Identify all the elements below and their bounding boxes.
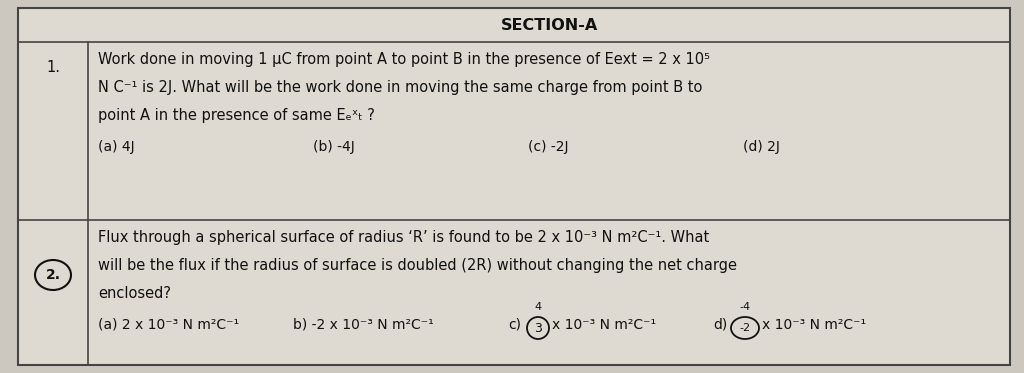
- Text: c): c): [508, 318, 521, 332]
- Text: SECTION-A: SECTION-A: [501, 18, 598, 32]
- Text: (c) -2J: (c) -2J: [528, 140, 568, 154]
- Text: -2: -2: [739, 323, 751, 333]
- Text: Flux through a spherical surface of radius ‘R’ is found to be 2 x 10⁻³ N m²C⁻¹. : Flux through a spherical surface of radi…: [98, 230, 710, 245]
- Text: x 10⁻³ N m²C⁻¹: x 10⁻³ N m²C⁻¹: [552, 318, 656, 332]
- Text: d): d): [713, 318, 727, 332]
- Text: (a) 4J: (a) 4J: [98, 140, 134, 154]
- Ellipse shape: [731, 317, 759, 339]
- Text: 4: 4: [535, 302, 542, 312]
- Ellipse shape: [527, 317, 549, 339]
- Text: will be the flux if the radius of surface is doubled (2R) without changing the n: will be the flux if the radius of surfac…: [98, 258, 737, 273]
- Text: 2.: 2.: [45, 268, 60, 282]
- Text: x 10⁻³ N m²C⁻¹: x 10⁻³ N m²C⁻¹: [762, 318, 866, 332]
- Text: N C⁻¹ is 2J. What will be the work done in moving the same charge from point B t: N C⁻¹ is 2J. What will be the work done …: [98, 80, 702, 95]
- Text: point A in the presence of same Eₑˣₜ ?: point A in the presence of same Eₑˣₜ ?: [98, 108, 375, 123]
- Text: -4: -4: [739, 302, 751, 312]
- Ellipse shape: [35, 260, 71, 290]
- Text: Work done in moving 1 μC from point A to point B in the presence of Eext = 2 x 1: Work done in moving 1 μC from point A to…: [98, 52, 710, 67]
- Text: (d) 2J: (d) 2J: [743, 140, 780, 154]
- Text: b) -2 x 10⁻³ N m²C⁻¹: b) -2 x 10⁻³ N m²C⁻¹: [293, 318, 434, 332]
- Text: (b) -4J: (b) -4J: [313, 140, 354, 154]
- Text: 3: 3: [535, 322, 542, 335]
- Text: enclosed?: enclosed?: [98, 286, 171, 301]
- Text: (a) 2 x 10⁻³ N m²C⁻¹: (a) 2 x 10⁻³ N m²C⁻¹: [98, 318, 240, 332]
- Text: 1.: 1.: [46, 60, 60, 75]
